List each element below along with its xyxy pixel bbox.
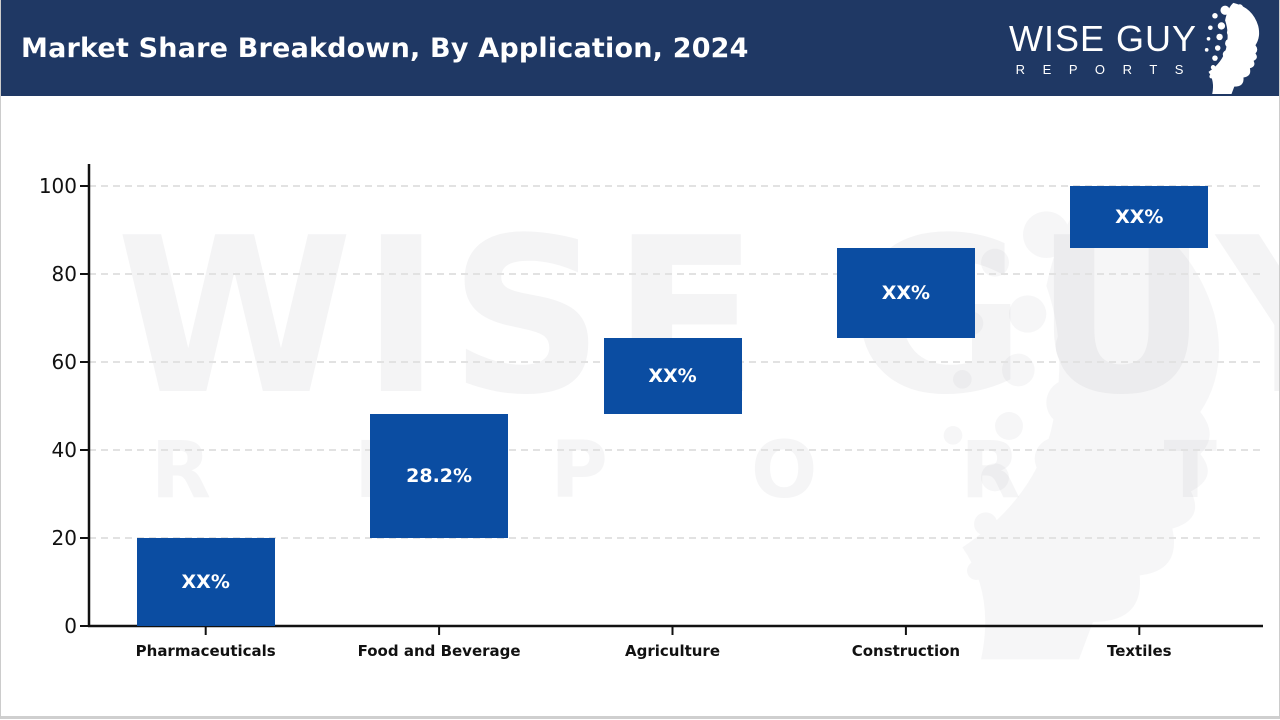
x-axis-category-label: Construction bbox=[851, 642, 961, 660]
bar-value-label: XX% bbox=[181, 571, 230, 593]
brand-name: WISE GUY bbox=[1008, 17, 1197, 59]
bar-pharmaceuticals: XX% bbox=[136, 538, 275, 626]
chart-area: WISE GUY R E P O R T S 020406080100XX%28… bbox=[1, 96, 1279, 716]
x-axis-category-label: Textiles bbox=[1106, 642, 1172, 660]
y-axis-tick-label: 40 bbox=[51, 438, 77, 462]
y-axis-tick-label: 0 bbox=[64, 614, 77, 638]
brand-logo-text: WISE GUY R E P O R T S bbox=[1008, 17, 1197, 77]
y-axis-tick-label: 20 bbox=[51, 526, 77, 550]
brand-subtitle: R E P O R T S bbox=[1015, 61, 1191, 77]
watermark-face-icon bbox=[943, 197, 1219, 660]
bar-value-label: XX% bbox=[881, 282, 931, 305]
watermark-subtext: R E P O R T S bbox=[151, 426, 1279, 516]
y-axis-tick-label: 80 bbox=[51, 262, 77, 286]
bar-value-label: 28.2% bbox=[406, 464, 473, 487]
x-axis-category-label: Pharmaceuticals bbox=[135, 642, 276, 660]
bar-textiles: XX% bbox=[1070, 186, 1209, 249]
brand-face-icon bbox=[1204, 2, 1260, 94]
y-axis-tick-label: 100 bbox=[38, 174, 77, 198]
bar-construction: XX% bbox=[836, 248, 975, 338]
header: Market Share Breakdown, By Application, … bbox=[1, 0, 1279, 96]
bar-food-and-beverage: 28.2% bbox=[370, 413, 509, 538]
y-axis-tick-label: 60 bbox=[51, 350, 77, 374]
page-title: Market Share Breakdown, By Application, … bbox=[21, 32, 749, 64]
brand-logo: WISE GUY R E P O R T S bbox=[1009, 2, 1269, 94]
bar-agriculture: XX% bbox=[603, 337, 742, 414]
bar-value-label: XX% bbox=[648, 364, 697, 387]
axes-and-gridlines bbox=[80, 164, 1263, 635]
x-axis-category-label: Food and Beverage bbox=[357, 642, 521, 660]
x-axis-category-label: Agriculture bbox=[624, 642, 721, 660]
bar-value-label: XX% bbox=[1115, 206, 1164, 229]
